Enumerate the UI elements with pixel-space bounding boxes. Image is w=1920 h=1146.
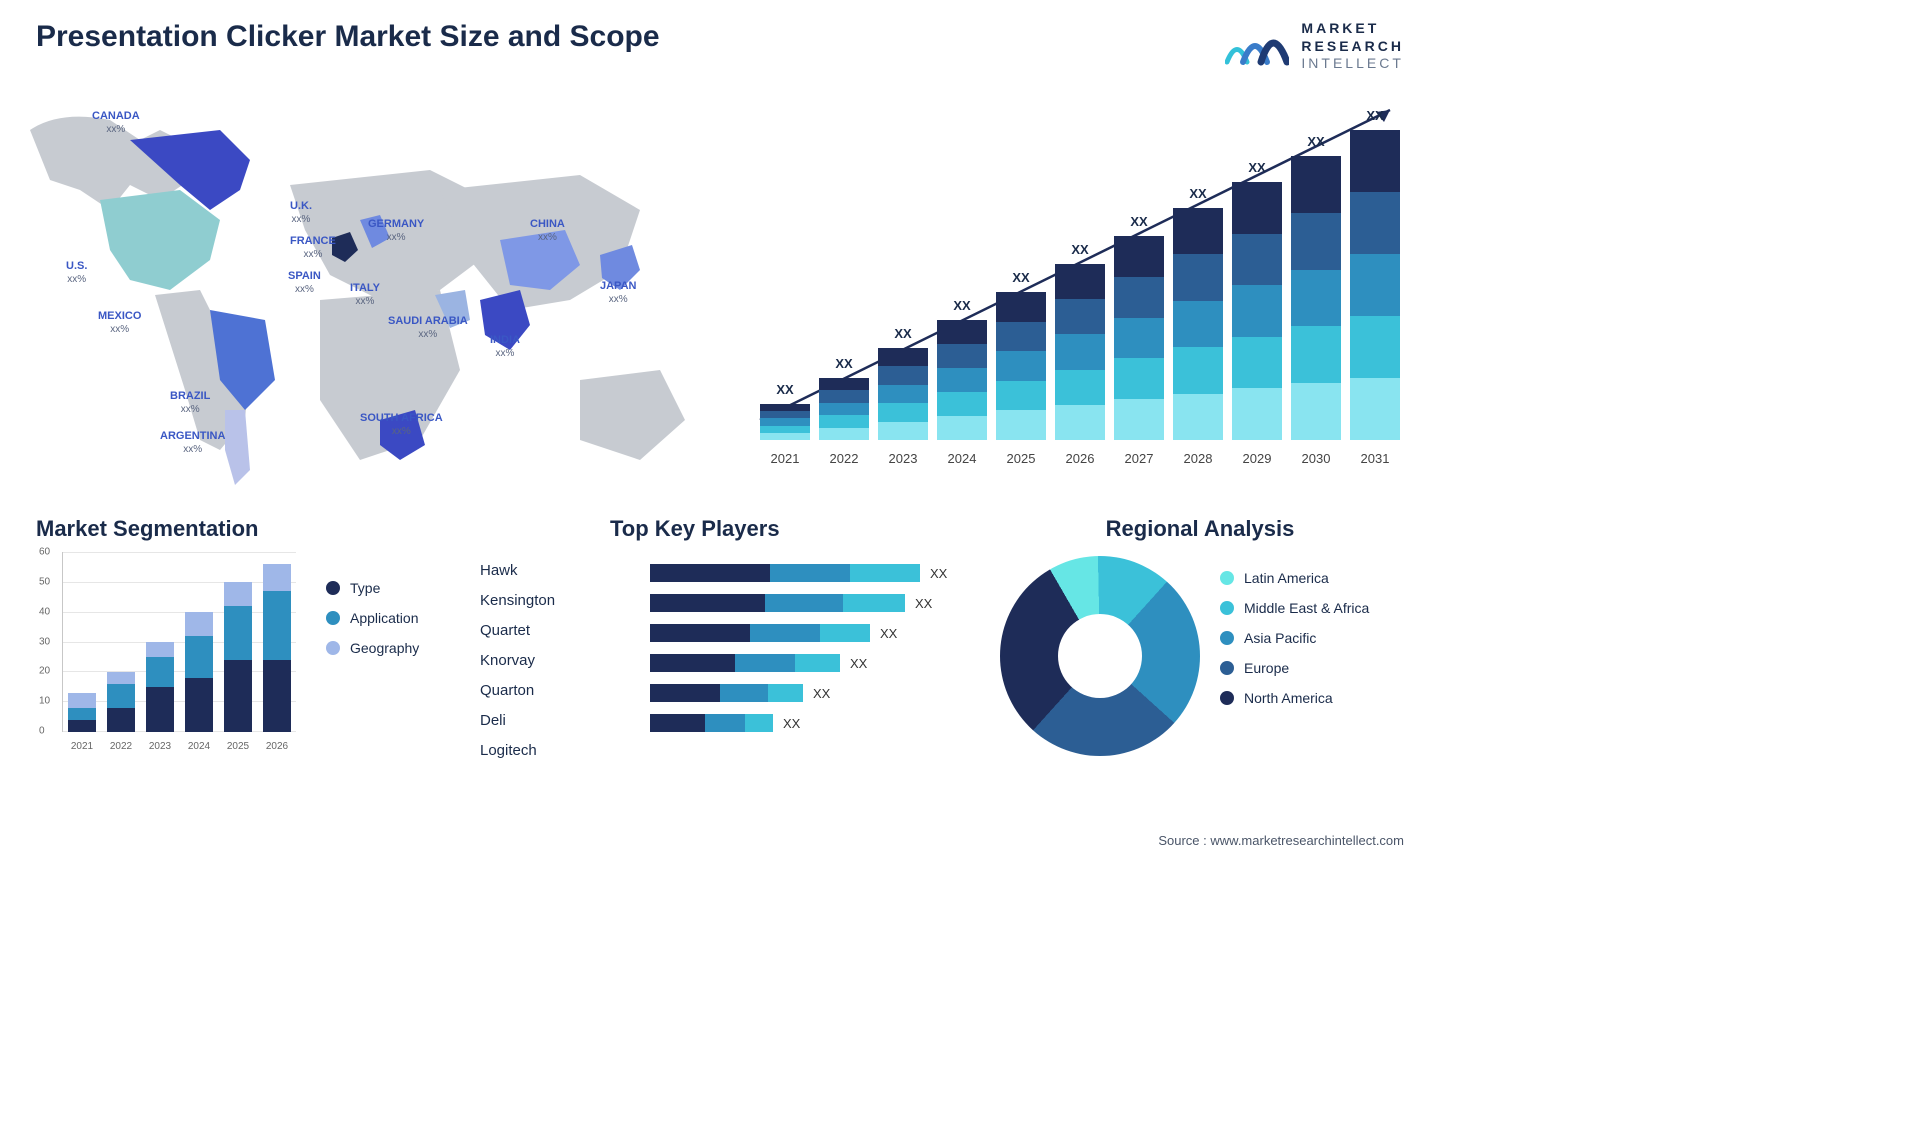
player-hawk: Hawk (480, 556, 555, 586)
players-list: HawkKensingtonQuartetKnorvayQuartonDeliL… (480, 556, 555, 766)
forecast-bar-2030: XX (1291, 156, 1341, 440)
player-bar-row-1: XX (650, 588, 970, 618)
player-quarton: Quarton (480, 676, 555, 706)
forecast-year-2027: 2027 (1114, 451, 1164, 466)
map-label-china: CHINAxx% (530, 218, 565, 244)
logo-text-2: RESEARCH (1301, 38, 1404, 56)
map-label-india: INDIAxx% (490, 334, 520, 360)
forecast-bar-2022: XX (819, 378, 869, 440)
brand-logo: MARKET RESEARCH INTELLECT (1225, 20, 1404, 73)
forecast-year-2021: 2021 (760, 451, 810, 466)
regional-legend: Latin America Middle East & Africa Asia Pa… (1220, 570, 1369, 720)
forecast-year-2030: 2030 (1291, 451, 1341, 466)
map-label-u-k-: U.K.xx% (290, 200, 312, 226)
region-legend-europe: Europe (1220, 660, 1369, 676)
regional-title: Regional Analysis (1000, 516, 1400, 542)
player-kensington: Kensington (480, 586, 555, 616)
map-label-spain: SPAINxx% (288, 270, 321, 296)
forecast-year-2023: 2023 (878, 451, 928, 466)
map-label-italy: ITALYxx% (350, 282, 380, 308)
forecast-year-2022: 2022 (819, 451, 869, 466)
map-label-u-s-: U.S.xx% (66, 260, 87, 286)
logo-text-1: MARKET (1301, 20, 1404, 38)
player-bar-row-3: XX (650, 648, 970, 678)
regional-donut-chart (1000, 556, 1200, 756)
seg-bar-2024 (185, 612, 213, 732)
player-bar-row-2: XX (650, 618, 970, 648)
player-bar-row-0: XX (650, 558, 970, 588)
world-map: CANADAxx% U.S.xx% MEXICOxx% BRAZILxx% ARGENT… (20, 90, 730, 490)
forecast-bar-2031: XX (1350, 130, 1400, 440)
regional-panel: Regional Analysis Latin America Middle Ea… (1000, 516, 1400, 776)
seg-bar-2025 (224, 582, 252, 732)
map-label-germany: GERMANYxx% (368, 218, 424, 244)
forecast-year-2026: 2026 (1055, 451, 1105, 466)
seg-legend-application: Application (326, 610, 419, 626)
source-attribution: Source : www.marketresearchintellect.com (1158, 833, 1404, 848)
forecast-bar-2027: XX (1114, 236, 1164, 440)
map-label-saudi-arabia: SAUDI ARABIAxx% (388, 315, 468, 341)
players-bars: XXXXXXXXXXXX (650, 558, 970, 738)
logo-waves-icon (1225, 22, 1289, 70)
player-knorvay: Knorvay (480, 646, 555, 676)
segmentation-legend: Type Application Geography (326, 580, 419, 670)
segmentation-chart: 0102030405060 202120222023202420252026 (36, 552, 296, 762)
seg-legend-geography: Geography (326, 640, 419, 656)
forecast-bar-2021: XX (760, 404, 810, 440)
page-title: Presentation Clicker Market Size and Sco… (36, 20, 660, 54)
map-label-south-africa: SOUTH AFRICAxx% (360, 412, 443, 438)
region-legend-asia-pacific: Asia Pacific (1220, 630, 1369, 646)
player-bar-row-4: XX (650, 678, 970, 708)
seg-bar-2021 (68, 693, 96, 732)
region-legend-latin-america: Latin America (1220, 570, 1369, 586)
seg-legend-type: Type (326, 580, 419, 596)
players-title: Top Key Players (610, 516, 980, 542)
forecast-bar-2026: XX (1055, 264, 1105, 440)
logo-text-3: INTELLECT (1301, 55, 1404, 73)
map-label-france: FRANCExx% (290, 235, 336, 261)
map-label-mexico: MEXICOxx% (98, 310, 141, 336)
forecast-bar-chart: XXXXXXXXXXXXXXXXXXXXXX 20212022202320242… (760, 100, 1400, 470)
forecast-bar-2025: XX (996, 292, 1046, 440)
forecast-year-2025: 2025 (996, 451, 1046, 466)
map-label-canada: CANADAxx% (92, 110, 140, 136)
forecast-year-2028: 2028 (1173, 451, 1223, 466)
forecast-bar-2024: XX (937, 320, 987, 440)
player-logitech: Logitech (480, 736, 555, 766)
map-label-argentina: ARGENTINAxx% (160, 430, 225, 456)
forecast-bar-2029: XX (1232, 182, 1282, 440)
forecast-year-2029: 2029 (1232, 451, 1282, 466)
forecast-bar-2023: XX (878, 348, 928, 440)
seg-bar-2026 (263, 564, 291, 732)
segmentation-title: Market Segmentation (36, 516, 466, 542)
forecast-year-2031: 2031 (1350, 451, 1400, 466)
region-legend-middle-east-africa: Middle East & Africa (1220, 600, 1369, 616)
players-panel: Top Key Players HawkKensingtonQuartetKno… (480, 516, 980, 776)
seg-bar-2022 (107, 672, 135, 732)
forecast-year-2024: 2024 (937, 451, 987, 466)
segmentation-panel: Market Segmentation 0102030405060 202120… (36, 516, 466, 766)
player-quartet: Quartet (480, 616, 555, 646)
forecast-bar-2028: XX (1173, 208, 1223, 440)
map-label-brazil: BRAZILxx% (170, 390, 210, 416)
region-legend-north-america: North America (1220, 690, 1369, 706)
player-deli: Deli (480, 706, 555, 736)
map-label-japan: JAPANxx% (600, 280, 636, 306)
player-bar-row-5: XX (650, 708, 970, 738)
seg-bar-2023 (146, 642, 174, 732)
